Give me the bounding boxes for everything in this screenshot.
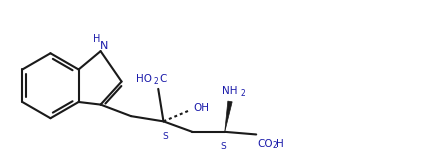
Text: N: N [100, 41, 108, 51]
Text: NH: NH [222, 86, 237, 96]
Text: CO: CO [257, 139, 273, 149]
Text: H: H [93, 34, 100, 44]
Text: H: H [276, 139, 283, 149]
Text: 2: 2 [154, 77, 158, 86]
Polygon shape [224, 101, 232, 132]
Text: OH: OH [193, 103, 209, 113]
Text: S: S [162, 132, 168, 141]
Text: S: S [220, 142, 226, 151]
Text: C: C [159, 74, 166, 85]
Text: 2: 2 [240, 89, 245, 98]
Text: HO: HO [135, 74, 151, 85]
Text: 2: 2 [272, 142, 277, 151]
